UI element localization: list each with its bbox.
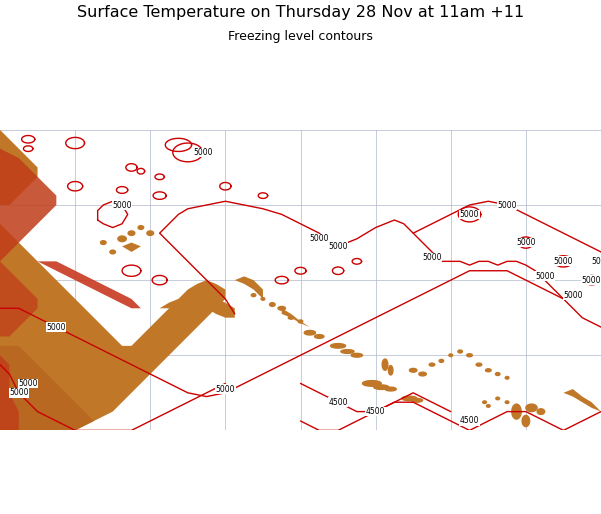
Polygon shape [409, 369, 417, 372]
Polygon shape [251, 293, 256, 297]
Text: 5000: 5000 [591, 257, 601, 266]
Polygon shape [411, 398, 423, 402]
Polygon shape [486, 369, 491, 372]
Polygon shape [419, 372, 426, 376]
Text: 4500: 4500 [328, 398, 348, 407]
Text: 5000: 5000 [47, 323, 66, 332]
Polygon shape [385, 387, 396, 391]
Text: 5000: 5000 [328, 242, 348, 251]
Polygon shape [314, 335, 324, 338]
Text: 5000: 5000 [9, 388, 28, 397]
Polygon shape [0, 149, 56, 261]
Polygon shape [388, 365, 393, 375]
Polygon shape [537, 409, 545, 414]
Polygon shape [429, 363, 435, 366]
Polygon shape [362, 380, 381, 386]
Text: 5000: 5000 [216, 384, 235, 394]
Polygon shape [439, 359, 444, 362]
Polygon shape [564, 389, 601, 412]
Text: 5000: 5000 [193, 148, 213, 157]
Text: 5000: 5000 [516, 238, 535, 247]
Text: 4500: 4500 [366, 407, 385, 416]
Text: 4500: 4500 [460, 416, 479, 426]
Polygon shape [476, 363, 482, 366]
Polygon shape [160, 295, 235, 318]
Polygon shape [486, 405, 490, 407]
Polygon shape [402, 396, 417, 401]
Polygon shape [512, 404, 521, 419]
Polygon shape [331, 344, 346, 348]
Polygon shape [0, 130, 225, 430]
Polygon shape [282, 308, 310, 327]
Polygon shape [505, 401, 509, 403]
Polygon shape [0, 261, 37, 337]
Polygon shape [483, 401, 486, 403]
Polygon shape [110, 250, 115, 254]
Polygon shape [495, 373, 500, 376]
Polygon shape [496, 397, 499, 400]
Text: 5000: 5000 [498, 200, 517, 210]
Polygon shape [278, 306, 285, 310]
Polygon shape [341, 350, 354, 353]
Polygon shape [0, 355, 19, 430]
Polygon shape [467, 354, 472, 357]
Polygon shape [270, 303, 275, 306]
Polygon shape [261, 298, 265, 300]
Polygon shape [522, 415, 529, 427]
Polygon shape [0, 346, 94, 430]
Text: 5000: 5000 [112, 200, 132, 210]
Polygon shape [374, 385, 389, 390]
Polygon shape [458, 350, 462, 353]
Polygon shape [100, 241, 106, 245]
Text: 5000: 5000 [19, 379, 38, 388]
Text: 5000: 5000 [554, 257, 573, 266]
Polygon shape [526, 404, 537, 412]
Polygon shape [37, 261, 141, 308]
Polygon shape [235, 277, 263, 299]
Text: Surface Temperature on Thursday 28 Nov at 11am +11: Surface Temperature on Thursday 28 Nov a… [77, 6, 524, 21]
Polygon shape [138, 226, 144, 229]
Polygon shape [147, 231, 154, 235]
Text: 5000: 5000 [423, 253, 442, 262]
Polygon shape [128, 231, 135, 235]
Polygon shape [505, 376, 509, 379]
Text: 5000: 5000 [460, 210, 479, 219]
Polygon shape [118, 236, 126, 242]
Text: 5000: 5000 [535, 272, 554, 281]
Polygon shape [288, 316, 294, 319]
Text: Freezing level contours: Freezing level contours [228, 30, 373, 43]
Polygon shape [449, 354, 453, 357]
Polygon shape [382, 359, 388, 370]
Text: 5000: 5000 [310, 234, 329, 243]
Polygon shape [351, 354, 362, 357]
Text: 5000: 5000 [563, 290, 582, 300]
Polygon shape [304, 331, 316, 335]
Text: 5000: 5000 [582, 276, 601, 285]
Polygon shape [122, 243, 141, 252]
Polygon shape [298, 320, 303, 323]
